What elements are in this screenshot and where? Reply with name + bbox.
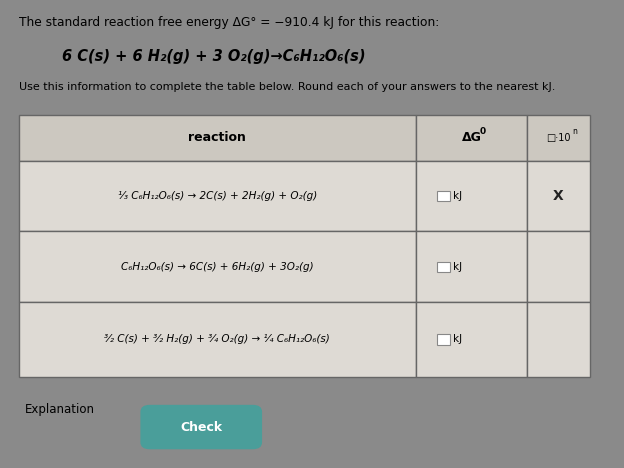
Bar	[19, 115, 416, 161]
Text: reaction: reaction	[188, 131, 246, 144]
Text: □·10: □·10	[546, 132, 570, 143]
FancyBboxPatch shape	[140, 405, 262, 449]
Text: The standard reaction free energy ΔG° = −910.4 kJ for this reaction:: The standard reaction free energy ΔG° = …	[19, 16, 439, 29]
Bar	[416, 161, 527, 231]
Text: kJ: kJ	[454, 262, 462, 271]
Text: 6 C(s) + 6 H₂(g) + 3 O₂(g)→C₆H₁₂O₆(s): 6 C(s) + 6 H₂(g) + 3 O₂(g)→C₆H₁₂O₆(s)	[62, 49, 366, 64]
Text: Explanation: Explanation	[25, 403, 95, 416]
Text: kJ: kJ	[454, 335, 462, 344]
Bar	[437, 334, 451, 344]
Bar	[19, 302, 416, 377]
Bar	[527, 161, 590, 231]
Bar	[527, 231, 590, 302]
Text: n: n	[572, 126, 577, 136]
Bar	[416, 115, 527, 161]
Text: ¹⁄₃ C₆H₁₂O₆(s) → 2C(s) + 2H₂(g) + O₂(g): ¹⁄₃ C₆H₁₂O₆(s) → 2C(s) + 2H₂(g) + O₂(g)	[117, 191, 317, 201]
Bar	[437, 262, 451, 272]
Bar	[19, 231, 416, 302]
Text: 0: 0	[480, 127, 486, 137]
Bar	[19, 161, 416, 231]
Bar	[416, 302, 527, 377]
Text: kJ: kJ	[454, 191, 462, 201]
Bar	[527, 115, 590, 161]
Bar	[437, 191, 451, 201]
Text: ³⁄₂ C(s) + ³⁄₂ H₂(g) + ³⁄₄ O₂(g) → ¹⁄₄ C₆H₁₂O₆(s): ³⁄₂ C(s) + ³⁄₂ H₂(g) + ³⁄₄ O₂(g) → ¹⁄₄ C…	[104, 335, 330, 344]
Text: ΔG: ΔG	[462, 131, 482, 144]
Bar	[527, 302, 590, 377]
Text: Use this information to complete the table below. Round each of your answers to : Use this information to complete the tab…	[19, 82, 555, 92]
Bar	[416, 231, 527, 302]
Text: C₆H₁₂O₆(s) → 6C(s) + 6H₂(g) + 3O₂(g): C₆H₁₂O₆(s) → 6C(s) + 6H₂(g) + 3O₂(g)	[121, 262, 313, 271]
Text: X: X	[553, 189, 563, 203]
Text: Check: Check	[180, 421, 222, 433]
